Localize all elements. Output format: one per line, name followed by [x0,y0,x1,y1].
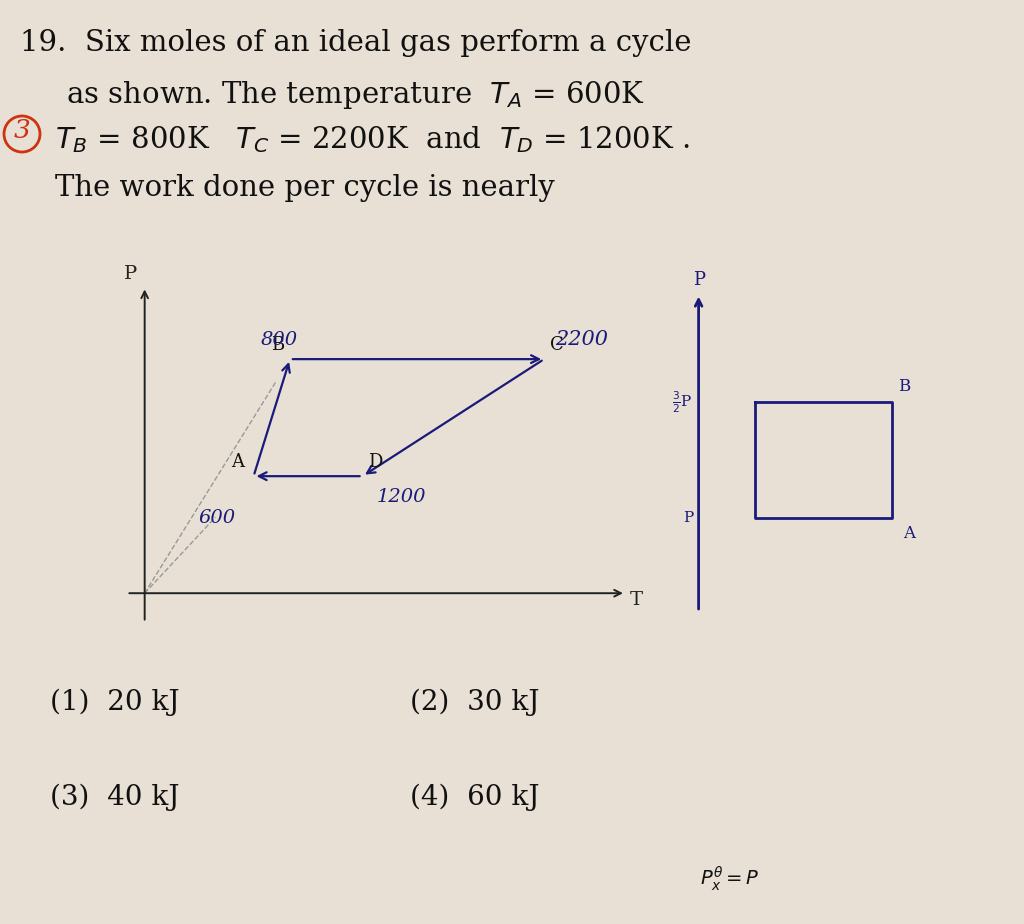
Text: B: B [271,336,285,355]
Text: C: C [550,336,563,355]
Text: A: A [231,454,245,471]
Text: B: B [898,378,910,395]
Text: as shown. The temperature  $T_A$ = 600K: as shown. The temperature $T_A$ = 600K [20,79,645,111]
Text: $T_B$ = 800K   $T_C$ = 2200K  and  $T_D$ = 1200K .: $T_B$ = 800K $T_C$ = 2200K and $T_D$ = 1… [55,124,690,155]
Text: D: D [368,454,382,471]
Text: 800: 800 [261,331,298,348]
Text: 600: 600 [199,509,236,527]
Text: (3)  40 kJ: (3) 40 kJ [50,784,179,811]
Text: The work done per cycle is nearly: The work done per cycle is nearly [55,174,555,202]
Text: (4)  60 kJ: (4) 60 kJ [410,784,540,811]
Text: P: P [124,265,137,283]
Text: $P^{\theta}_{x} = P$: $P^{\theta}_{x} = P$ [700,864,760,893]
Text: P: P [683,511,693,525]
Text: 3: 3 [13,118,31,143]
Text: T: T [630,591,642,609]
Text: (2)  30 kJ: (2) 30 kJ [410,689,540,716]
Text: 19.  Six moles of an ideal gas perform a cycle: 19. Six moles of an ideal gas perform a … [20,29,691,57]
Text: 1200: 1200 [377,488,427,505]
Text: P: P [692,272,705,289]
Text: 2200: 2200 [555,330,608,348]
Text: (1)  20 kJ: (1) 20 kJ [50,689,179,716]
Text: $\frac{3}{2}$P: $\frac{3}{2}$P [673,389,693,415]
Text: A: A [903,525,915,542]
